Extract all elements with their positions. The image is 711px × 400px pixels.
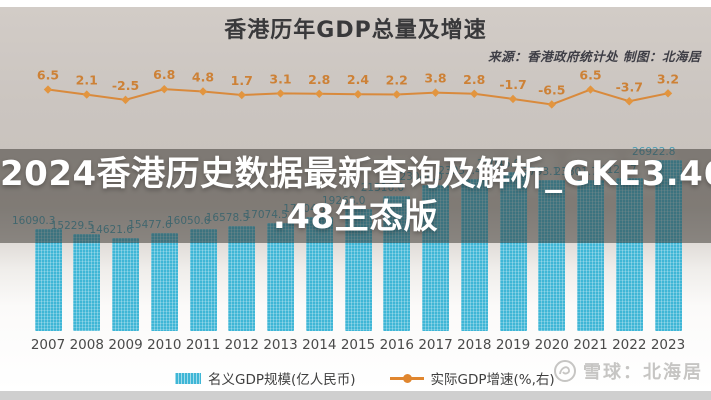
x-axis-year-label: 2021 <box>573 337 608 353</box>
growth-value-label: -1.7 <box>499 77 526 92</box>
x-axis-year-label: 2010 <box>147 337 182 353</box>
growth-value-label: 3.2 <box>657 71 679 86</box>
growth-value-label: 3.1 <box>269 71 291 86</box>
growth-point-marker-icon <box>470 89 479 98</box>
gdp-bar-2007 <box>34 228 62 331</box>
x-axis-year-label: 2022 <box>612 337 647 353</box>
headline-line-1: 2024香港历史数据最新查询及解析_GKE3.46 <box>0 154 711 195</box>
growth-point-marker-icon <box>508 94 518 104</box>
top-margin-strip <box>0 0 711 7</box>
growth-value-label: 2.8 <box>463 72 485 87</box>
growth-value-label: 3.8 <box>424 71 446 86</box>
growth-point-marker-icon <box>547 100 556 109</box>
x-axis-year-label: 2013 <box>263 337 298 353</box>
growth-value-label: -2.5 <box>112 78 139 93</box>
x-axis-year-label: 2012 <box>224 337 259 353</box>
legend-item-gdp-bar: 名义GDP规模(亿人民币) <box>175 368 356 388</box>
growth-point-marker-icon <box>431 88 440 97</box>
x-axis-year-label: 2019 <box>495 337 531 353</box>
growth-value-label: 6.5 <box>37 68 59 83</box>
gdp-bar-2010 <box>150 232 178 331</box>
growth-point-marker-icon <box>82 90 91 99</box>
x-axis-year-label: 2016 <box>379 337 414 353</box>
gdp-bar-2009 <box>112 238 139 331</box>
growth-point-marker-icon <box>276 89 285 98</box>
growth-point-marker-icon <box>315 89 324 98</box>
gdp-bar-2011 <box>189 229 217 331</box>
gdp-bar-2008 <box>73 234 101 331</box>
growth-value-label: 6.8 <box>153 67 175 82</box>
growth-point-marker-icon <box>237 90 246 100</box>
growth-value-label: 2.8 <box>308 72 330 87</box>
growth-value-label: 4.8 <box>192 69 214 84</box>
x-axis-year-label: 2015 <box>340 337 376 353</box>
growth-point-marker-icon <box>586 85 595 94</box>
growth-point-marker-icon <box>663 89 673 98</box>
growth-point-marker-icon <box>43 85 53 94</box>
x-axis-year-label: 2023 <box>650 337 686 353</box>
site-watermark: 雪球：北海居 <box>553 358 703 384</box>
x-axis-year-label: 2018 <box>457 337 492 353</box>
growth-point-marker-icon <box>160 84 169 94</box>
bar-series-marker-icon <box>175 372 201 384</box>
growth-point-marker-icon <box>353 90 363 99</box>
line-series-marker-icon <box>389 373 424 383</box>
growth-point-marker-icon <box>392 90 401 99</box>
growth-point-marker-icon <box>198 87 208 96</box>
chart-legend: 名义GDP规模(亿人民币) 实际GDP增速(%,右) <box>175 368 555 388</box>
growth-value-label: 2.2 <box>386 72 408 87</box>
x-axis-year-label: 2009 <box>108 337 143 353</box>
chart-title: 香港历年GDP总量及增速 <box>224 18 487 43</box>
x-axis-year-label: 2008 <box>69 337 104 353</box>
growth-value-label: -3.7 <box>616 79 643 94</box>
headline-line-2: .48生态版 <box>272 196 439 237</box>
legend-item-growth-line: 实际GDP增速(%,右) <box>389 368 555 388</box>
x-axis-year-label: 2017 <box>418 337 453 353</box>
chart-source-credit: 来源：香港政府统计处 制图：北海居 <box>488 49 701 64</box>
x-axis-year-label: 2011 <box>185 337 221 353</box>
x-axis-year-label: 2014 <box>302 337 337 353</box>
x-axis-year-label: 2007 <box>30 337 66 353</box>
site-watermark-text: 雪球：北海居 <box>583 362 703 383</box>
growth-value-label: 2.1 <box>76 73 98 88</box>
growth-point-marker-icon <box>121 95 130 105</box>
growth-value-label: 1.7 <box>231 73 253 88</box>
headline-overlay-band: 2024香港历史数据最新查询及解析_GKE3.46 .48生态版 <box>0 149 711 243</box>
snowball-logo-icon <box>554 360 576 382</box>
growth-point-marker-icon <box>625 97 634 106</box>
growth-value-label: -6.5 <box>538 82 565 97</box>
bottom-margin-strip <box>0 391 711 400</box>
gdp-bar-2012 <box>228 225 256 331</box>
legend-bar-label: 名义GDP规模(亿人民币) <box>208 372 356 388</box>
x-axis-year-label: 2020 <box>534 337 569 353</box>
growth-value-label: 6.5 <box>579 68 601 83</box>
growth-value-label: 2.4 <box>347 72 369 87</box>
legend-line-label: 实际GDP增速(%,右) <box>430 372 555 388</box>
